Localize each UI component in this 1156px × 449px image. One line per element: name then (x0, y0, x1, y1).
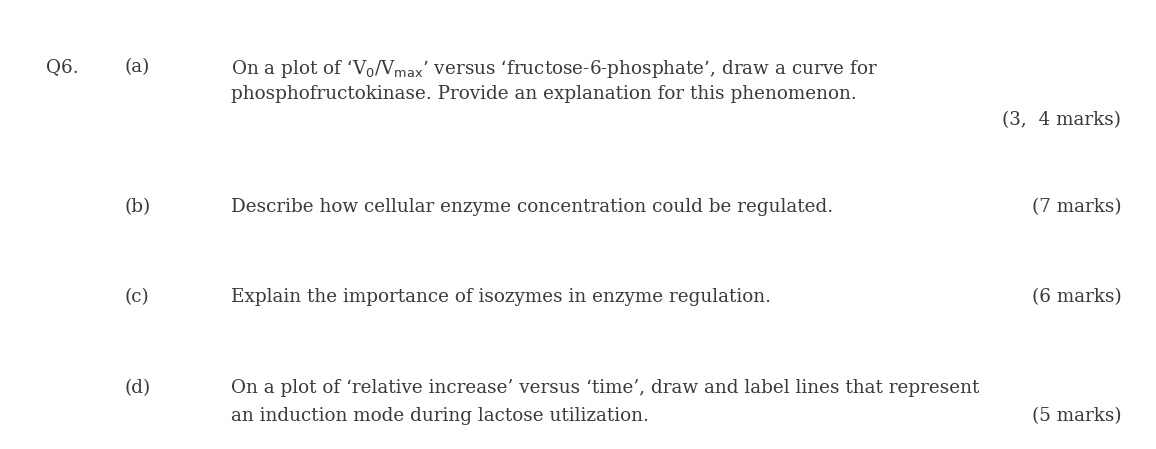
Text: (7 marks): (7 marks) (1031, 198, 1121, 216)
Text: an induction mode during lactose utilization.: an induction mode during lactose utiliza… (231, 407, 649, 425)
Text: (b): (b) (125, 198, 151, 216)
Text: On a plot of ‘V$_0$/V$_\mathrm{max}$’ versus ‘fructose-6-phosphate’, draw a curv: On a plot of ‘V$_0$/V$_\mathrm{max}$’ ve… (231, 58, 879, 80)
Text: (3,  4 marks): (3, 4 marks) (1002, 111, 1121, 129)
Text: (5 marks): (5 marks) (1031, 407, 1121, 425)
Text: (a): (a) (125, 58, 150, 76)
Text: phosphofructokinase. Provide an explanation for this phenomenon.: phosphofructokinase. Provide an explanat… (231, 85, 857, 103)
Text: Explain the importance of isozymes in enzyme regulation.: Explain the importance of isozymes in en… (231, 288, 771, 306)
Text: Q6.: Q6. (46, 58, 79, 76)
Text: On a plot of ‘relative increase’ versus ‘time’, draw and label lines that repres: On a plot of ‘relative increase’ versus … (231, 379, 979, 397)
Text: (c): (c) (125, 288, 149, 306)
Text: Describe how cellular enzyme concentration could be regulated.: Describe how cellular enzyme concentrati… (231, 198, 833, 216)
Text: (6 marks): (6 marks) (1031, 288, 1121, 306)
Text: (d): (d) (125, 379, 151, 397)
